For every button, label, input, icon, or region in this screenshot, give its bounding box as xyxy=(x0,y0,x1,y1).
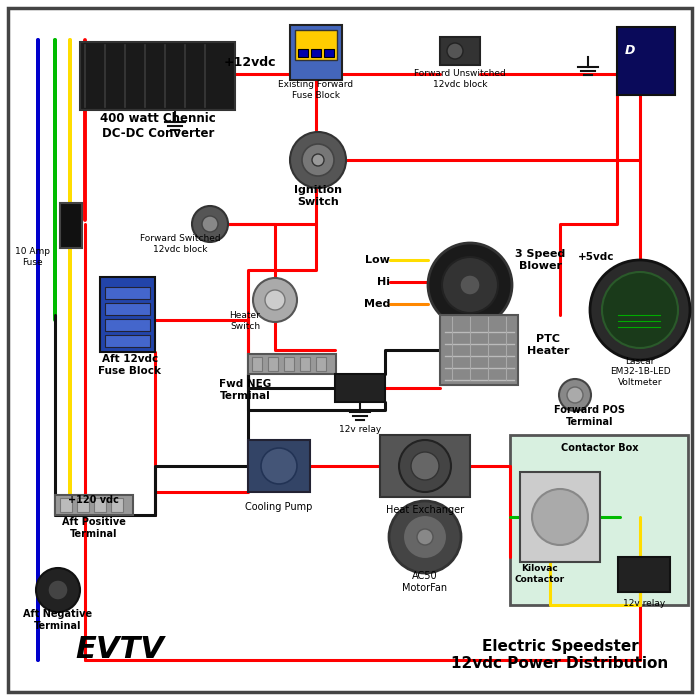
Bar xyxy=(55,495,133,515)
Bar xyxy=(617,27,675,95)
Bar xyxy=(248,354,336,374)
Text: Low: Low xyxy=(365,255,390,265)
Bar xyxy=(295,30,337,60)
Bar xyxy=(252,357,262,371)
Bar xyxy=(290,25,342,80)
Text: Aft Positive
Terminal: Aft Positive Terminal xyxy=(62,517,126,539)
Bar xyxy=(248,440,310,492)
Text: Kilovac
Contactor: Kilovac Contactor xyxy=(515,564,565,584)
Text: 10 Amp
Fuse: 10 Amp Fuse xyxy=(15,247,50,267)
Bar xyxy=(440,37,480,65)
Circle shape xyxy=(447,43,463,59)
Circle shape xyxy=(567,387,583,403)
Text: PTC
Heater: PTC Heater xyxy=(526,334,569,356)
Text: 12v relay: 12v relay xyxy=(339,426,381,435)
Text: Hi: Hi xyxy=(377,277,390,287)
Circle shape xyxy=(411,452,439,480)
Text: Ignition
Switch: Ignition Switch xyxy=(294,186,342,206)
Bar xyxy=(60,203,82,248)
Circle shape xyxy=(460,275,480,295)
Text: 400 watt Chennic
DC-DC Converter: 400 watt Chennic DC-DC Converter xyxy=(100,112,216,140)
Bar xyxy=(440,315,518,385)
Circle shape xyxy=(590,260,690,360)
Bar xyxy=(111,498,123,512)
Bar xyxy=(311,49,321,57)
Circle shape xyxy=(202,216,218,232)
Circle shape xyxy=(389,501,461,573)
Bar xyxy=(380,435,470,497)
Text: Heat Exchanger: Heat Exchanger xyxy=(386,505,464,515)
Circle shape xyxy=(192,206,228,242)
Circle shape xyxy=(48,580,68,600)
Bar xyxy=(298,49,308,57)
Bar xyxy=(335,374,385,402)
Bar xyxy=(105,303,150,315)
Bar xyxy=(77,498,89,512)
Circle shape xyxy=(403,515,447,559)
Text: Forward Switched
12vdc block: Forward Switched 12vdc block xyxy=(140,234,220,253)
Bar xyxy=(300,357,310,371)
Bar xyxy=(284,357,294,371)
Text: Existing Forward
Fuse Block: Existing Forward Fuse Block xyxy=(279,80,354,99)
Circle shape xyxy=(36,568,80,612)
Bar xyxy=(105,335,150,347)
Bar xyxy=(268,357,278,371)
Text: Fwd NEG
Terminal: Fwd NEG Terminal xyxy=(219,379,271,401)
Text: 12v relay: 12v relay xyxy=(623,598,665,608)
Bar xyxy=(94,498,106,512)
Bar xyxy=(105,319,150,331)
Bar xyxy=(100,277,155,352)
Circle shape xyxy=(417,529,433,545)
Bar xyxy=(316,357,326,371)
Circle shape xyxy=(399,440,451,492)
Text: Aft 12vdc
Fuse Block: Aft 12vdc Fuse Block xyxy=(99,354,162,376)
Circle shape xyxy=(261,448,297,484)
Text: +5vdc: +5vdc xyxy=(578,252,614,262)
Text: Lascar
EM32-1B-LED
Voltmeter: Lascar EM32-1B-LED Voltmeter xyxy=(610,357,671,387)
Circle shape xyxy=(290,132,346,188)
Text: Contactor Box: Contactor Box xyxy=(561,443,638,453)
Text: Electric Speedster
12vdc Power Distribution: Electric Speedster 12vdc Power Distribut… xyxy=(452,639,668,671)
Circle shape xyxy=(559,379,591,411)
Bar xyxy=(520,472,600,562)
Circle shape xyxy=(265,290,285,310)
Text: D: D xyxy=(625,43,635,57)
Bar xyxy=(105,287,150,299)
Circle shape xyxy=(312,154,324,166)
Bar xyxy=(60,498,72,512)
Text: Med: Med xyxy=(363,299,390,309)
Circle shape xyxy=(602,272,678,348)
Circle shape xyxy=(428,243,512,327)
Bar xyxy=(510,435,688,605)
Text: Forward POS
Terminal: Forward POS Terminal xyxy=(554,405,626,427)
Circle shape xyxy=(302,144,334,176)
Text: AC50
MotorFan: AC50 MotorFan xyxy=(402,571,447,593)
Text: EVTV: EVTV xyxy=(76,636,164,664)
Circle shape xyxy=(442,257,498,313)
Text: Aft Negative
Terminal: Aft Negative Terminal xyxy=(23,609,92,631)
Text: Cooling Pump: Cooling Pump xyxy=(245,502,313,512)
Bar xyxy=(618,557,670,592)
Circle shape xyxy=(532,489,588,545)
Text: Heater
Switch: Heater Switch xyxy=(230,312,260,330)
Circle shape xyxy=(253,278,297,322)
Text: +120 vdc: +120 vdc xyxy=(68,495,119,505)
Text: 3 Speed
Blower: 3 Speed Blower xyxy=(515,249,565,271)
Text: Forward Unswitched
12vdc block: Forward Unswitched 12vdc block xyxy=(414,69,506,89)
Bar xyxy=(324,49,334,57)
Text: +12vdc: +12vdc xyxy=(224,55,276,69)
Bar xyxy=(80,42,235,110)
